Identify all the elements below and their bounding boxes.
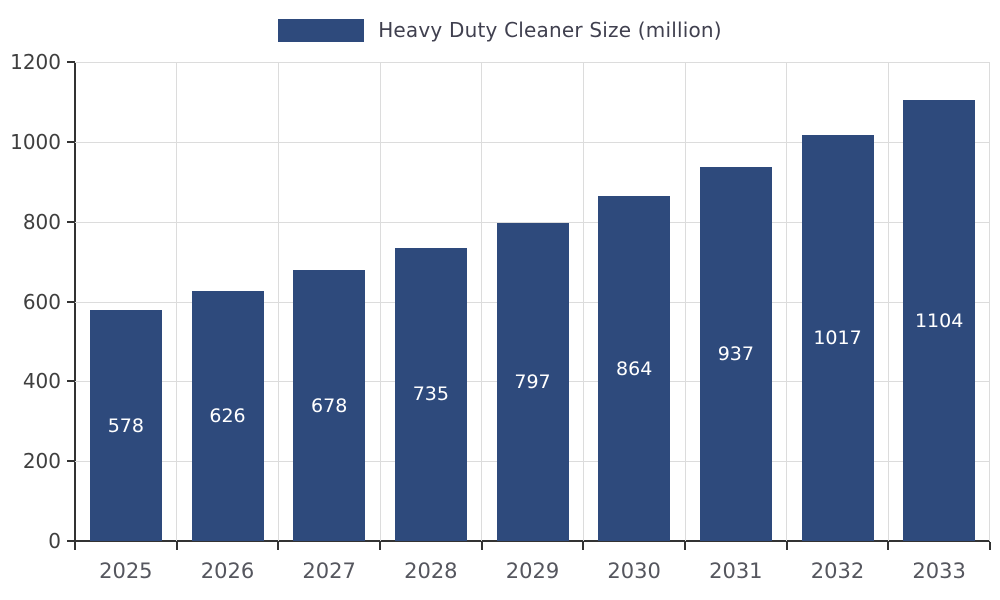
legend-label: Heavy Duty Cleaner Size (million) [378, 18, 722, 42]
x-tick-mark [379, 542, 381, 550]
bar-value-label: 797 [514, 370, 551, 393]
bar: 626 [191, 291, 264, 541]
x-tick-label: 2028 [404, 559, 458, 583]
x-tick-label: 2030 [607, 559, 661, 583]
x-tick-label: 2032 [810, 559, 865, 583]
bar: 864 [598, 196, 671, 541]
v-gridline [786, 62, 788, 541]
h-gridline [75, 141, 990, 143]
bar-value-label: 1104 [914, 309, 964, 332]
bar: 1104 [903, 100, 976, 541]
bar-value-label: 1017 [813, 327, 862, 350]
x-tick-mark [887, 542, 890, 550]
v-gridline [989, 62, 990, 541]
legend: Heavy Duty Cleaner Size (million) [0, 18, 1000, 42]
v-gridline [277, 62, 279, 541]
y-tick-mark [67, 61, 75, 63]
x-tick-label: 2026 [200, 559, 255, 583]
x-tick-mark [989, 542, 991, 550]
v-gridline [887, 62, 889, 541]
y-tick-label: 200 [22, 449, 61, 474]
x-axis-line [74, 540, 990, 542]
y-tick-mark [67, 140, 75, 143]
x-tick-mark [175, 542, 178, 550]
x-tick-label: 2025 [99, 559, 153, 583]
x-tick-mark [684, 542, 686, 550]
bar: 1017 [801, 135, 874, 541]
bar-value-label: 578 [107, 414, 144, 437]
bar-value-label: 735 [412, 383, 449, 406]
h-gridline [75, 221, 990, 223]
x-tick-label: 2033 [912, 559, 966, 583]
bar: 735 [394, 247, 467, 541]
x-tick-label: 2029 [505, 559, 560, 583]
bar-value-label: 678 [311, 394, 348, 417]
legend-swatch [278, 18, 365, 42]
v-gridline [684, 62, 686, 541]
bar-value-label: 864 [616, 357, 653, 380]
y-tick-label: 600 [22, 289, 61, 314]
y-tick-label: 800 [22, 209, 61, 234]
v-gridline [481, 62, 483, 541]
x-tick-mark [480, 542, 483, 550]
plot-area: 0 200 400 600 800 1000 1200 578 2025 626 2026 678 20… [10, 50, 991, 583]
v-gridline [582, 62, 584, 541]
x-tick-mark [582, 542, 585, 550]
y-tick-mark [67, 220, 75, 223]
v-gridline [176, 62, 178, 541]
x-tick-mark [74, 542, 76, 550]
y-tick-label: 0 [48, 529, 61, 553]
h-gridline [75, 62, 990, 63]
y-tick-mark [67, 380, 75, 383]
y-tick-mark [67, 300, 75, 303]
bar: 678 [293, 270, 366, 541]
bar: 797 [496, 222, 569, 541]
x-tick-mark [785, 542, 788, 550]
x-tick-mark [277, 542, 280, 550]
y-tick-mark [67, 460, 75, 463]
y-tick-label: 1200 [10, 50, 61, 74]
y-tick-label: 400 [22, 369, 61, 394]
bar: 937 [699, 166, 772, 541]
bar: 578 [89, 310, 162, 541]
bar-value-label: 626 [209, 405, 246, 428]
v-gridline [379, 62, 381, 541]
y-tick-mark [67, 540, 75, 542]
bar-value-label: 937 [717, 342, 754, 365]
x-tick-label: 2027 [302, 559, 356, 583]
y-tick-label: 1000 [10, 129, 61, 154]
x-tick-label: 2031 [709, 559, 763, 583]
